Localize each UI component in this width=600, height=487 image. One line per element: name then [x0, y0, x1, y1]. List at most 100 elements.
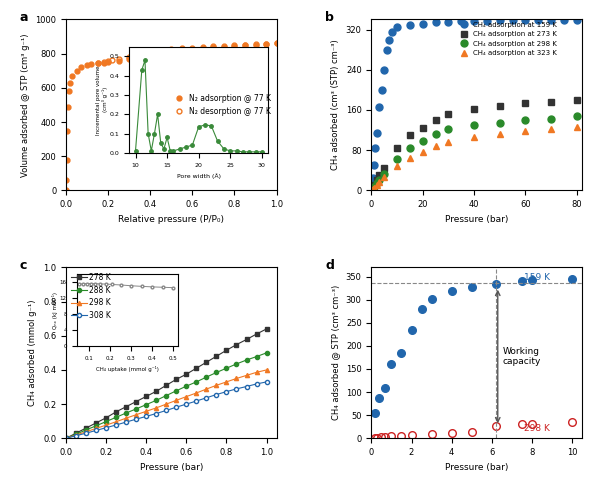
CH₄ adsorption at 159 K [445, 19, 452, 25]
CH₄ adsorption at 273 K [470, 106, 478, 112]
Line: CH₄ adsorption at 298 K: CH₄ adsorption at 298 K [368, 112, 580, 194]
N₂ desorption @ 77 K [273, 40, 280, 46]
N₂ adsorption @ 77 K [62, 177, 70, 183]
N₂ adsorption @ 77 K [73, 68, 80, 74]
288 K [193, 379, 200, 385]
298 K [103, 422, 110, 428]
308 K [62, 435, 70, 441]
CH₄ adsorption at 323 K [368, 187, 376, 193]
288 K [82, 427, 89, 433]
CH₄ adsorption at 298 K [470, 122, 478, 128]
N₂ desorption @ 77 K [115, 56, 122, 62]
278 K [203, 359, 210, 365]
298 K [133, 412, 140, 418]
308 K [203, 395, 210, 401]
Text: 298 K: 298 K [524, 424, 550, 433]
298 K [173, 397, 180, 403]
278 K [113, 409, 120, 415]
Y-axis label: CH₄ adsorbed (mmol g⁻¹): CH₄ adsorbed (mmol g⁻¹) [28, 300, 37, 406]
CH₄ adsorption at 273 K [548, 99, 555, 105]
CH₄ adsorption at 323 K [470, 134, 478, 140]
Line: 308 K: 308 K [64, 380, 269, 440]
278 K [133, 399, 140, 405]
308 K [243, 384, 250, 390]
CH₄ adsorption at 323 K [394, 163, 401, 169]
N₂ desorption @ 77 K [189, 45, 196, 51]
288 K [133, 406, 140, 412]
CH₄ adsorption at 298 K [370, 186, 377, 191]
Y-axis label: Volume adsorbed @ STP (cm³ g⁻¹): Volume adsorbed @ STP (cm³ g⁻¹) [21, 33, 30, 177]
288 K [253, 354, 260, 359]
288 K [243, 357, 250, 363]
Line: CH₄ adsorption at 273 K: CH₄ adsorption at 273 K [368, 97, 580, 193]
CH₄ adsorption at 159 K [380, 67, 388, 73]
CH₄ adsorption at 159 K [419, 20, 427, 26]
278 K [92, 420, 100, 426]
CH₄ adsorption at 273 K [380, 165, 388, 171]
288 K [113, 414, 120, 420]
N₂ desorption @ 77 K [199, 44, 206, 50]
N₂ adsorption @ 77 K [64, 128, 71, 133]
CH₄ adsorption at 298 K [368, 187, 376, 192]
298 K [122, 415, 130, 421]
CH₄ adsorption at 323 K [368, 187, 375, 193]
CH₄ adsorption at 159 K [378, 87, 385, 93]
CH₄ adsorption at 273 K [573, 97, 580, 103]
CH₄ adsorption at 323 K [376, 180, 383, 186]
308 K [143, 413, 150, 419]
278 K [163, 382, 170, 388]
308 K [92, 428, 100, 433]
CH₄ adsorption at 273 K [522, 100, 529, 106]
308 K [193, 398, 200, 404]
N₂ desorption @ 77 K [220, 43, 227, 49]
N₂ adsorption @ 77 K [146, 51, 154, 56]
CH₄ adsorption at 159 K [394, 24, 401, 30]
N₂ adsorption @ 77 K [262, 41, 269, 47]
N₂ desorption @ 77 K [109, 57, 116, 63]
Legend: CH₄ adsorption at 159 K, CH₄ adsorption at 273 K, CH₄ adsorption at 298 K, CH₄ a: CH₄ adsorption at 159 K, CH₄ adsorption … [455, 19, 559, 58]
308 K [173, 404, 180, 410]
N₂ adsorption @ 77 K [69, 73, 76, 79]
CH₄ adsorption at 323 K [522, 128, 529, 134]
N₂ adsorption @ 77 K [65, 104, 72, 110]
278 K [223, 347, 230, 353]
N₂ desorption @ 77 K [94, 60, 101, 66]
CH₄ adsorption at 159 K [368, 183, 376, 188]
CH₄ adsorption at 323 K [373, 183, 380, 188]
Legend: 278 K, 288 K, 298 K, 308 K: 278 K, 288 K, 298 K, 308 K [70, 271, 112, 322]
CH₄ adsorption at 298 K [419, 138, 427, 144]
N₂ adsorption @ 77 K [178, 46, 185, 52]
CH₄ adsorption at 323 K [573, 124, 580, 130]
CH₄ adsorption at 159 K [535, 18, 542, 23]
N₂ desorption @ 77 K [262, 41, 269, 47]
278 K [233, 342, 240, 348]
N₂ desorption @ 77 K [168, 46, 175, 52]
CH₄ adsorption at 273 K [376, 172, 383, 178]
N₂ adsorption @ 77 K [199, 45, 206, 51]
308 K [213, 392, 220, 397]
CH₄ adsorption at 298 K [573, 113, 580, 119]
Line: 298 K: 298 K [64, 368, 269, 440]
CH₄ adsorption at 298 K [380, 171, 388, 177]
278 K [263, 326, 270, 332]
N₂ desorption @ 77 K [178, 45, 185, 51]
288 K [173, 388, 180, 393]
288 K [223, 365, 230, 371]
N₂ desorption @ 77 K [125, 54, 133, 60]
X-axis label: Pressure (bar): Pressure (bar) [445, 463, 508, 471]
CH₄ adsorption at 159 K [371, 145, 379, 150]
288 K [122, 410, 130, 416]
CH₄ adsorption at 159 K [370, 175, 377, 181]
N₂ desorption @ 77 K [241, 42, 248, 48]
288 K [152, 397, 160, 403]
308 K [73, 433, 80, 439]
CH₄ adsorption at 298 K [548, 115, 555, 121]
288 K [143, 402, 150, 408]
N₂ adsorption @ 77 K [65, 88, 73, 94]
X-axis label: Pressure (bar): Pressure (bar) [140, 463, 203, 471]
CH₄ adsorption at 323 K [370, 186, 377, 192]
X-axis label: Pressure (bar): Pressure (bar) [445, 215, 508, 224]
288 K [163, 393, 170, 398]
298 K [82, 429, 89, 435]
Line: 288 K: 288 K [64, 351, 269, 440]
